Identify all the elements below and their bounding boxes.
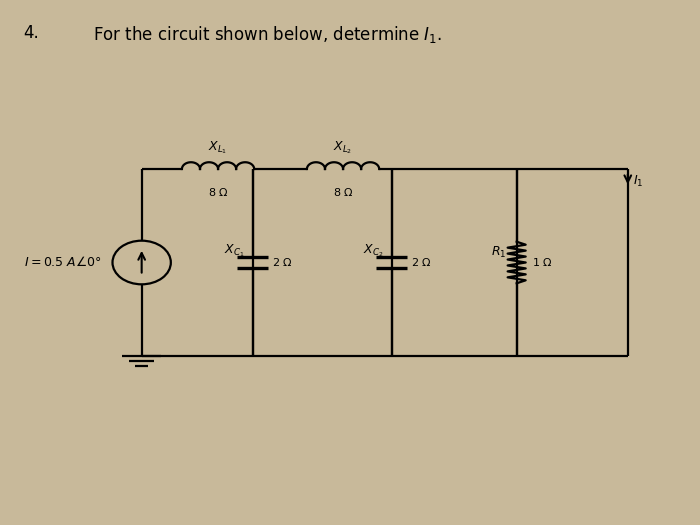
Text: $I_1$: $I_1$	[634, 174, 644, 190]
Text: For the circuit shown below, determine $I_1$.: For the circuit shown below, determine $…	[93, 24, 442, 45]
Text: $8\ \Omega$: $8\ \Omega$	[208, 186, 228, 197]
Text: $1\ \Omega$: $1\ \Omega$	[532, 257, 553, 268]
Text: $X_{L_2}$: $X_{L_2}$	[333, 140, 353, 156]
Text: $X_{L_1}$: $X_{L_1}$	[209, 140, 228, 156]
Text: $R_1$: $R_1$	[491, 245, 506, 260]
Text: $X_{C_1}$: $X_{C_1}$	[224, 243, 244, 259]
Text: $I = 0.5\ A\angle 0°$: $I = 0.5\ A\angle 0°$	[24, 256, 101, 269]
Text: $2\ \Omega$: $2\ \Omega$	[411, 257, 432, 268]
Text: 4.: 4.	[24, 24, 39, 41]
Text: $8\ \Omega$: $8\ \Omega$	[332, 186, 354, 197]
Text: $2\ \Omega$: $2\ \Omega$	[272, 257, 293, 268]
Text: $X_{C_2}$: $X_{C_2}$	[363, 243, 384, 259]
